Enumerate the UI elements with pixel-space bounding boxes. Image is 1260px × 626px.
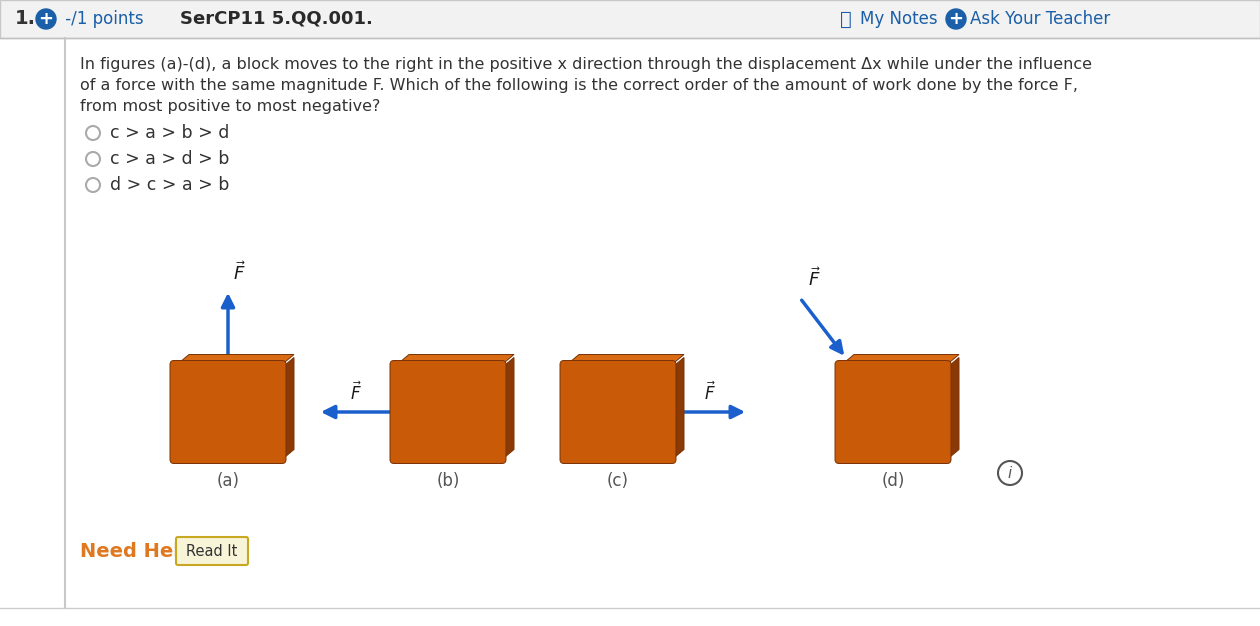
Text: (a): (a) <box>217 472 239 490</box>
Circle shape <box>37 9 55 29</box>
Text: +: + <box>949 10 964 28</box>
Text: (b): (b) <box>436 472 460 490</box>
FancyBboxPatch shape <box>176 537 248 565</box>
Text: -/1 points: -/1 points <box>60 10 144 28</box>
Text: ⎓: ⎓ <box>840 9 852 29</box>
Text: 1.: 1. <box>15 9 37 29</box>
Text: SerCP11 5.QQ.001.: SerCP11 5.QQ.001. <box>180 10 373 28</box>
FancyBboxPatch shape <box>835 361 951 463</box>
Polygon shape <box>948 357 959 459</box>
Text: Need Help?: Need Help? <box>79 542 205 561</box>
Polygon shape <box>176 354 294 364</box>
Polygon shape <box>567 354 684 364</box>
Polygon shape <box>282 357 294 459</box>
Text: d > c > a > b: d > c > a > b <box>110 176 229 194</box>
FancyBboxPatch shape <box>0 0 1260 38</box>
Text: of a force with the same magnitude F. Which of the following is the correct orde: of a force with the same magnitude F. Wh… <box>79 78 1079 93</box>
Polygon shape <box>501 357 514 459</box>
Text: My Notes: My Notes <box>861 10 937 28</box>
FancyBboxPatch shape <box>170 361 286 463</box>
Text: c > a > d > b: c > a > d > b <box>110 150 229 168</box>
Text: $\vec{F}$: $\vec{F}$ <box>350 381 362 404</box>
Circle shape <box>946 9 966 29</box>
FancyBboxPatch shape <box>559 361 677 463</box>
Polygon shape <box>397 354 514 364</box>
FancyBboxPatch shape <box>391 361 507 463</box>
Text: +: + <box>39 10 53 28</box>
Text: $\vec{F}$: $\vec{F}$ <box>233 261 246 284</box>
Text: $\vec{F}$: $\vec{F}$ <box>704 381 716 404</box>
Polygon shape <box>672 357 684 459</box>
Text: from most positive to most negative?: from most positive to most negative? <box>79 99 381 114</box>
Text: (d): (d) <box>881 472 905 490</box>
Text: Read It: Read It <box>186 543 238 558</box>
Text: Ask Your Teacher: Ask Your Teacher <box>970 10 1110 28</box>
Text: In figures (a)-(d), a block moves to the right in the positive x direction throu: In figures (a)-(d), a block moves to the… <box>79 57 1092 72</box>
Text: c > a > b > d: c > a > b > d <box>110 124 229 142</box>
Text: i: i <box>1008 466 1012 481</box>
Text: $\vec{F}$: $\vec{F}$ <box>808 267 820 290</box>
Text: (c): (c) <box>607 472 629 490</box>
Polygon shape <box>842 354 959 364</box>
